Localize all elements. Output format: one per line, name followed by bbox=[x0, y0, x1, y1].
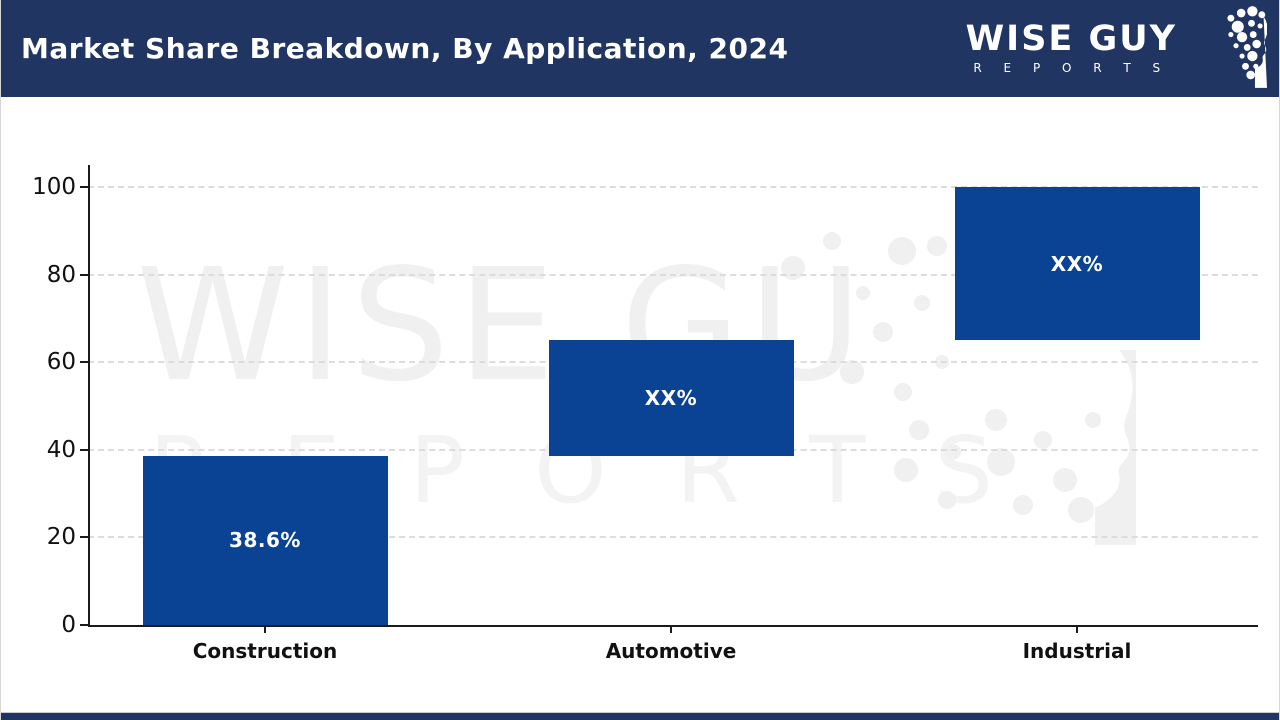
footer-band bbox=[1, 713, 1279, 720]
x-axis-label-automotive: Automotive bbox=[605, 639, 737, 663]
x-axis-tick bbox=[670, 625, 672, 633]
header-band: Market Share Breakdown, By Application, … bbox=[1, 0, 1279, 97]
y-axis-tick-label: 20 bbox=[46, 524, 76, 551]
x-axis-line bbox=[88, 625, 1258, 627]
y-axis-tick bbox=[80, 624, 88, 626]
y-axis-tick-label: 100 bbox=[32, 174, 76, 200]
y-axis-tick-label: 40 bbox=[46, 436, 76, 463]
logo-subtitle: R E P O R T S bbox=[973, 61, 1170, 75]
bar-value-label: 38.6% bbox=[229, 528, 301, 553]
bar-construction: 38.6% bbox=[142, 455, 388, 625]
x-axis-label-construction: Construction bbox=[192, 639, 338, 663]
x-axis-tick bbox=[264, 625, 266, 633]
wise-guy-logo: WISE GUY R E P O R T S bbox=[965, 5, 1279, 92]
x-axis-label-industrial: Industrial bbox=[1022, 639, 1132, 663]
y-axis-tick bbox=[80, 448, 88, 451]
y-axis-tick bbox=[80, 361, 88, 364]
gridline-80 bbox=[88, 273, 1258, 276]
footer-divider bbox=[1, 712, 1279, 713]
y-axis-tick bbox=[80, 536, 88, 539]
gridline-20 bbox=[88, 536, 1258, 539]
y-axis-tick-label: 0 bbox=[61, 612, 76, 638]
y-axis-line bbox=[88, 165, 90, 627]
y-axis-tick-label: 80 bbox=[46, 261, 76, 288]
logo-wordmark: WISE GUY bbox=[965, 19, 1177, 59]
x-axis-tick bbox=[1076, 625, 1078, 633]
bar-value-label: XX% bbox=[1050, 251, 1104, 276]
bar-value-label: XX% bbox=[644, 386, 698, 411]
y-axis-tick-label: 60 bbox=[46, 349, 76, 376]
bar-industrial: XX% bbox=[954, 187, 1200, 341]
logo-text: WISE GUY R E P O R T S bbox=[965, 19, 1177, 76]
page-title: Market Share Breakdown, By Application, … bbox=[21, 32, 789, 65]
logo-face-icon bbox=[1181, 5, 1268, 92]
gridline-100 bbox=[88, 186, 1258, 188]
bar-automotive: XX% bbox=[548, 340, 794, 456]
y-axis-tick bbox=[80, 273, 88, 276]
y-axis-tick bbox=[80, 186, 88, 188]
